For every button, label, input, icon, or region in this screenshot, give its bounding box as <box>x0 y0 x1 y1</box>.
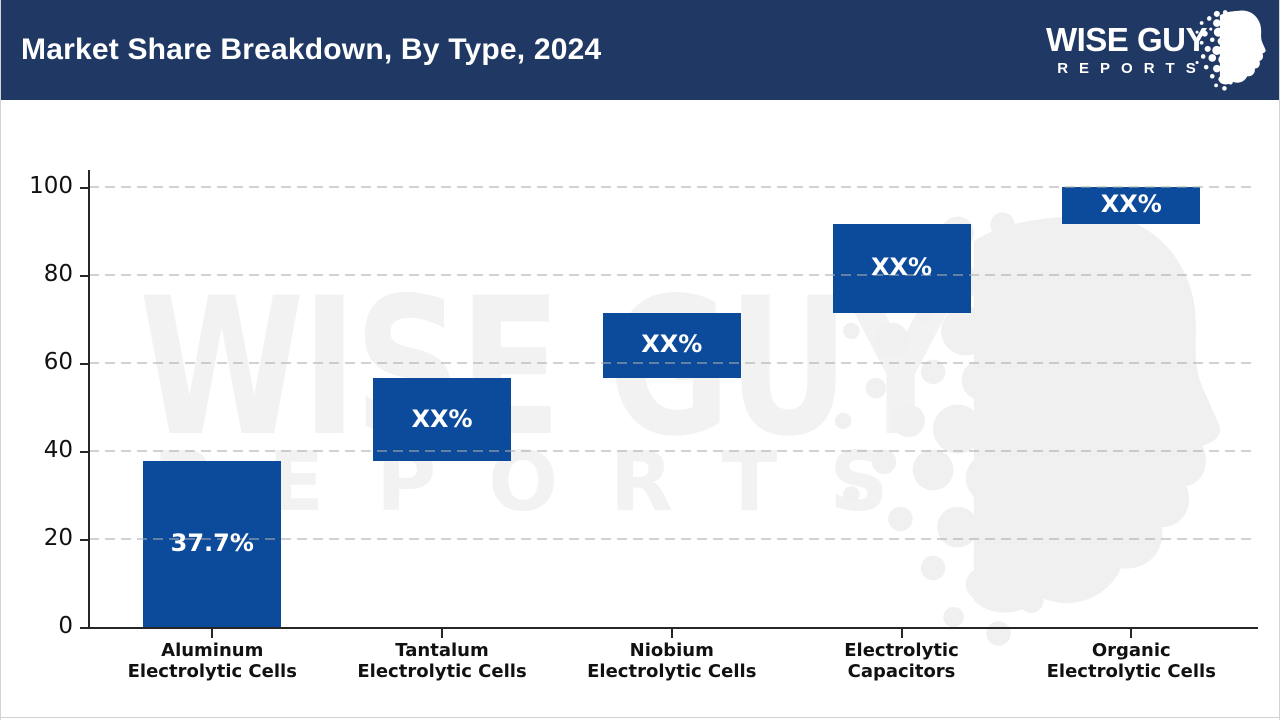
bar-value-label: XX% <box>411 404 473 433</box>
x-tick-label-line: Electrolytic Cells <box>1046 661 1216 682</box>
y-tick-label: 80 <box>43 261 73 287</box>
y-tick-label: 100 <box>29 173 73 199</box>
gridline <box>89 186 1257 188</box>
y-tick-label: 60 <box>43 349 73 375</box>
gridline <box>89 450 1257 452</box>
bar-value-label: 37.7% <box>170 529 254 558</box>
x-tick-label: Tantalum Electrolytic Cells <box>322 640 562 682</box>
y-tick-mark <box>80 451 88 453</box>
bar-value-label: XX% <box>641 330 703 359</box>
logo-head-icon <box>1191 6 1267 94</box>
x-tick-mark <box>211 629 214 638</box>
x-axis <box>88 627 1258 629</box>
x-tick-label-line: Electrolytic Cells <box>357 661 527 682</box>
bar <box>832 223 971 313</box>
x-tick-mark <box>441 629 444 638</box>
x-tick-label-line: Electrolytic <box>844 640 959 661</box>
gridline <box>89 538 1257 540</box>
bar <box>373 377 512 462</box>
x-tick-label: Niobium Electrolytic Cells <box>552 640 792 682</box>
x-tick-label-line: Capacitors <box>847 661 956 682</box>
gridline <box>89 274 1257 276</box>
bar <box>602 312 741 378</box>
y-tick-mark <box>80 539 88 541</box>
y-axis <box>88 170 90 629</box>
watermark-wiseguy-text: WISE GUY <box>139 257 955 478</box>
x-tick-label-line: Niobium <box>629 640 714 661</box>
bar <box>1062 187 1201 224</box>
x-tick-mark <box>1130 629 1133 638</box>
x-tick-label: Aluminum Electrolytic Cells <box>92 640 332 682</box>
gridline <box>89 362 1257 364</box>
logo-text: WISE GUY REPORTS <box>1045 20 1208 78</box>
y-tick-mark <box>80 627 88 629</box>
logo-wiseguy-label: WISE GUY <box>1045 20 1208 58</box>
x-tick-label: Electrolytic Capacitors <box>782 640 1022 682</box>
x-tick-mark <box>670 629 673 638</box>
y-tick-mark <box>80 275 88 277</box>
y-tick-label: 40 <box>43 437 73 463</box>
x-tick-label: Organic Electrolytic Cells <box>1011 640 1251 682</box>
x-tick-label-line: Tantalum <box>395 640 489 661</box>
page-title: Market Share Breakdown, By Type, 2024 <box>21 33 602 66</box>
x-tick-label-line: Electrolytic Cells <box>587 661 757 682</box>
y-tick-mark <box>80 187 88 189</box>
y-tick-label: 0 <box>58 613 73 639</box>
bar <box>143 461 282 627</box>
x-tick-label-line: Aluminum <box>161 640 264 661</box>
x-tick-label-line: Organic <box>1091 640 1171 661</box>
bar-value-label: XX% <box>870 253 933 282</box>
y-tick-label: 20 <box>43 525 73 551</box>
wiseguy-logo: WISE GUY REPORTS <box>1046 0 1267 100</box>
bar-value-label: XX% <box>1100 190 1162 219</box>
x-tick-mark <box>900 629 903 638</box>
bottom-border-line <box>1 717 1279 718</box>
header-bar: Market Share Breakdown, By Type, 2024 WI… <box>1 0 1279 100</box>
y-tick-mark <box>80 363 88 365</box>
logo-reports-label: REPORTS <box>1057 59 1207 77</box>
x-tick-label-line: Electrolytic Cells <box>127 661 297 682</box>
